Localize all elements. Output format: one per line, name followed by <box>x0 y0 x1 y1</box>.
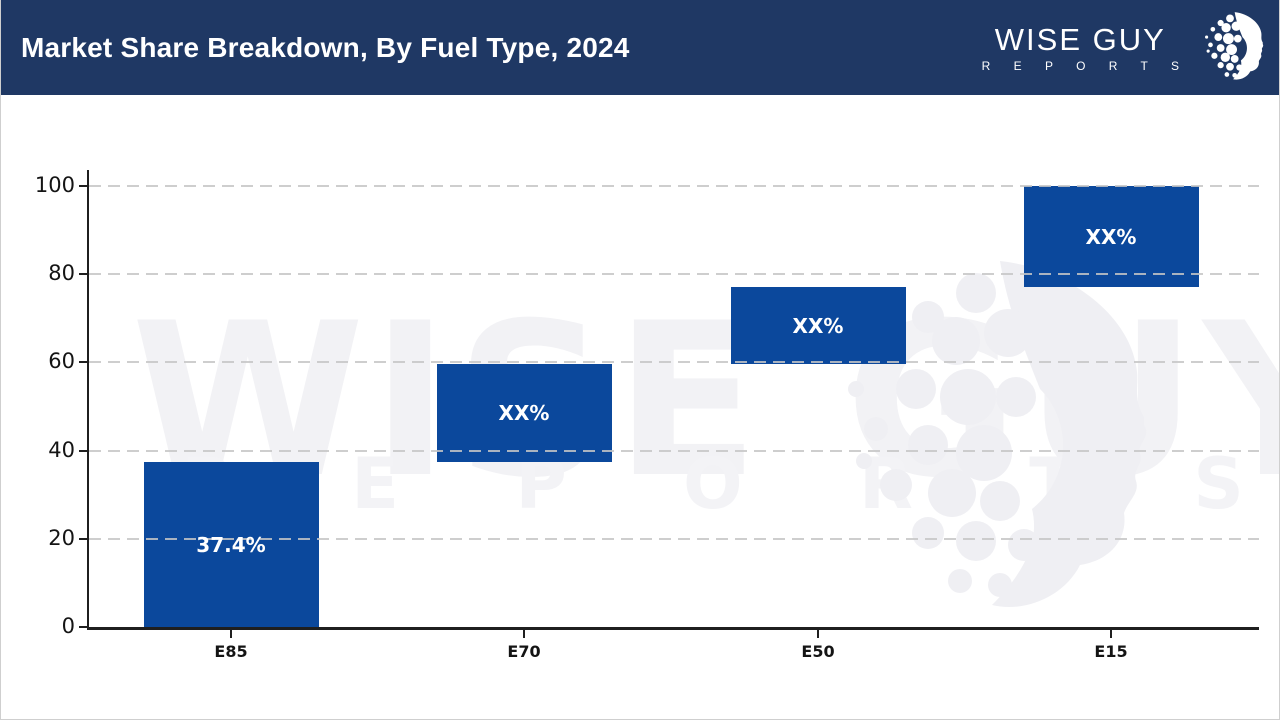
y-tick-0 <box>79 626 87 628</box>
gridline-20 <box>89 537 1259 540</box>
x-tick-e70 <box>523 630 525 638</box>
x-tick-e15 <box>1110 630 1112 638</box>
watermark-face-icon <box>848 261 1147 608</box>
header-band: Market Share Breakdown, By Fuel Type, 20… <box>1 0 1279 95</box>
x-tick-e85 <box>230 630 232 638</box>
bar-e15 <box>1023 186 1199 288</box>
bar-e85 <box>143 462 319 627</box>
x-axis-line <box>87 627 1259 630</box>
gridline-100 <box>89 185 1259 187</box>
x-tick-label-e15: E15 <box>1094 642 1128 661</box>
y-tick-80 <box>79 273 87 276</box>
gridline-60 <box>89 361 1259 364</box>
y-tick-label-60: 60 <box>48 349 75 374</box>
logo-text: WISE GUY R E P O R T S <box>972 21 1189 73</box>
y-tick-label-80: 80 <box>48 261 75 286</box>
y-tick-20 <box>79 537 87 540</box>
y-tick-60 <box>79 361 87 364</box>
bar-label-e85: 37.4% <box>196 532 266 557</box>
y-tick-label-100: 100 <box>34 173 75 197</box>
bar-label-e70: XX% <box>498 401 550 426</box>
bar-label-e50: XX% <box>792 313 844 338</box>
x-tick-label-e70: E70 <box>507 642 541 661</box>
logo-wordmark: WISE GUY <box>994 21 1166 57</box>
logo-face-icon <box>1205 11 1264 80</box>
y-tick-label-0: 0 <box>61 614 75 638</box>
bar-e70 <box>436 364 612 463</box>
x-tick-e50 <box>817 630 819 638</box>
watermark-layer: WISE GUY R E P O R T S <box>1 95 1279 719</box>
y-axis-line <box>87 170 89 630</box>
wiseguy-logo: WISE GUY R E P O R T S <box>972 0 1269 95</box>
x-tick-label-e50: E50 <box>801 642 835 661</box>
y-tick-100 <box>79 185 87 187</box>
x-tick-label-e85: E85 <box>214 642 248 661</box>
logo-subtitle: R E P O R T S <box>981 58 1189 73</box>
gridline-80 <box>89 273 1259 276</box>
bar-e50 <box>730 287 906 365</box>
page-title: Market Share Breakdown, By Fuel Type, 20… <box>21 31 630 63</box>
y-tick-label-20: 20 <box>48 525 75 550</box>
gridline-40 <box>89 449 1259 452</box>
y-tick-label-40: 40 <box>48 437 75 462</box>
y-tick-40 <box>79 449 87 452</box>
bar-label-e15: XX% <box>1085 224 1137 249</box>
